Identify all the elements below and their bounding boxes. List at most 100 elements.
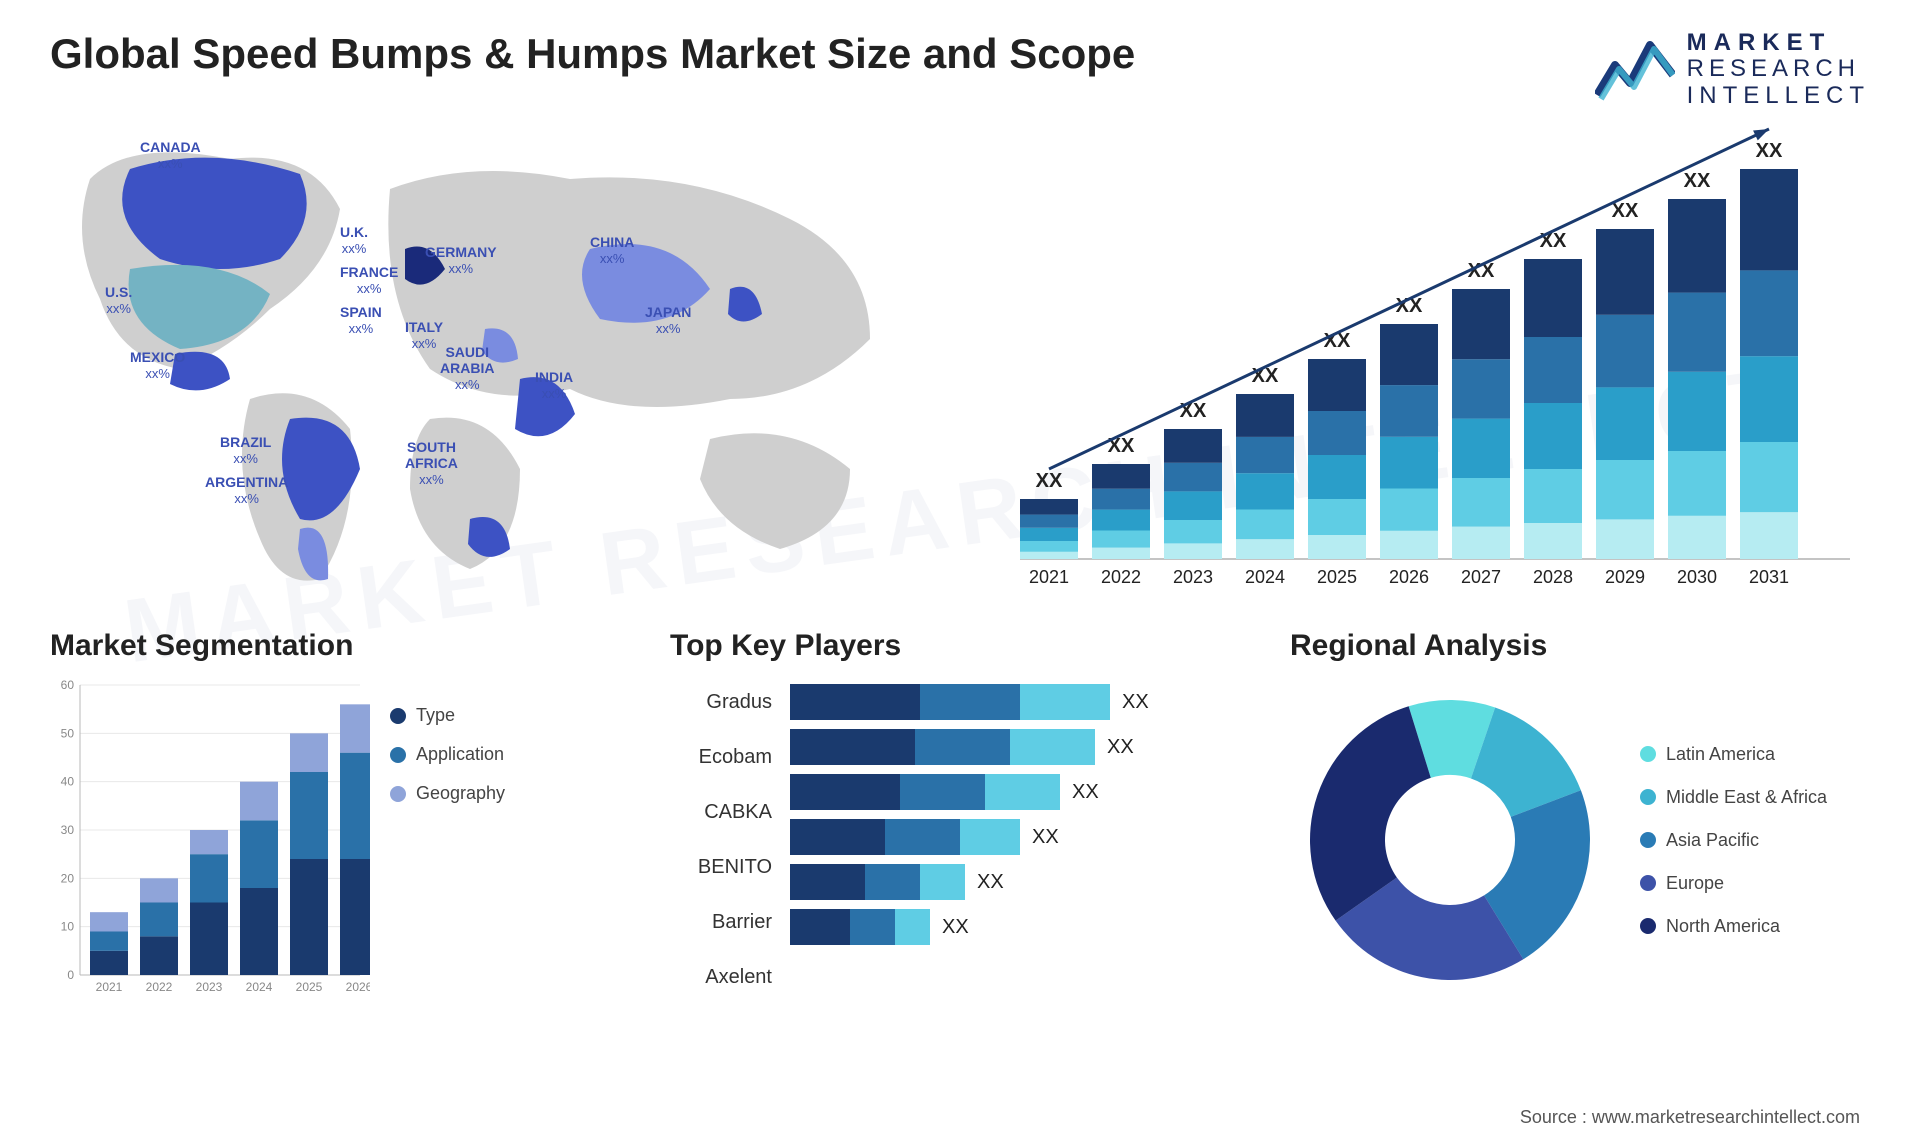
legend-label: Latin America bbox=[1666, 744, 1775, 765]
legend-label: Asia Pacific bbox=[1666, 830, 1759, 851]
page-title: Global Speed Bumps & Humps Market Size a… bbox=[50, 30, 1135, 78]
svg-text:2024: 2024 bbox=[1245, 567, 1285, 587]
map-label: JAPANxx% bbox=[645, 304, 691, 337]
legend-dot bbox=[1640, 832, 1656, 848]
svg-text:XX: XX bbox=[1684, 170, 1711, 192]
players-bars: XXXXXXXXXXXX bbox=[790, 675, 1250, 1005]
legend-item: Application bbox=[390, 744, 630, 765]
svg-text:XX: XX bbox=[1612, 200, 1639, 222]
legend-label: North America bbox=[1666, 916, 1780, 937]
player-bar-segment bbox=[920, 684, 1020, 720]
svg-text:50: 50 bbox=[61, 727, 75, 741]
svg-text:0: 0 bbox=[67, 968, 74, 982]
player-value: XX bbox=[942, 916, 969, 939]
players-panel: Top Key Players GradusEcobamCABKABENITOB… bbox=[670, 629, 1250, 1049]
svg-text:2024: 2024 bbox=[246, 980, 273, 994]
player-name: Axelent bbox=[670, 966, 780, 989]
players-title: Top Key Players bbox=[670, 629, 1250, 663]
player-bar-segment bbox=[900, 774, 985, 810]
map-label: SOUTHAFRICAxx% bbox=[405, 439, 458, 488]
player-value: XX bbox=[977, 871, 1004, 894]
map-label: ARGENTINAxx% bbox=[205, 474, 288, 507]
svg-text:XX: XX bbox=[1756, 140, 1783, 162]
svg-text:XX: XX bbox=[1540, 230, 1567, 252]
svg-text:2021: 2021 bbox=[96, 980, 123, 994]
svg-text:2022: 2022 bbox=[1101, 567, 1141, 587]
svg-text:2025: 2025 bbox=[296, 980, 323, 994]
player-bar-segment bbox=[885, 819, 960, 855]
legend-label: Geography bbox=[416, 783, 505, 804]
svg-text:2026: 2026 bbox=[346, 980, 370, 994]
legend-label: Type bbox=[416, 705, 455, 726]
map-label: FRANCExx% bbox=[340, 264, 398, 297]
player-bar-segment bbox=[865, 864, 920, 900]
player-row: XX bbox=[790, 819, 1250, 855]
player-name: Ecobam bbox=[670, 746, 780, 769]
player-name: Gradus bbox=[670, 691, 780, 714]
segmentation-title: Market Segmentation bbox=[50, 629, 630, 663]
map-label: U.K.xx% bbox=[340, 224, 368, 257]
player-name: Barrier bbox=[670, 911, 780, 934]
regional-panel: Regional Analysis Latin America Middle Ea… bbox=[1290, 629, 1870, 1049]
segmentation-chart: 0102030405060202120222023202420252026 bbox=[50, 675, 370, 1005]
svg-text:2027: 2027 bbox=[1461, 567, 1501, 587]
header: Global Speed Bumps & Humps Market Size a… bbox=[50, 30, 1870, 109]
map-label: U.S.xx% bbox=[105, 284, 132, 317]
player-bar-segment bbox=[915, 729, 1010, 765]
player-bar-segment bbox=[790, 729, 915, 765]
svg-text:2023: 2023 bbox=[196, 980, 223, 994]
legend-label: Europe bbox=[1666, 873, 1724, 894]
legend-dot bbox=[390, 708, 406, 724]
growth-chart-panel: XX2021XX2022XX2023XX2024XX2025XX2026XX20… bbox=[990, 119, 1870, 599]
player-bar-segment bbox=[790, 864, 865, 900]
svg-text:2025: 2025 bbox=[1317, 567, 1357, 587]
map-label: ITALYxx% bbox=[405, 319, 443, 352]
segmentation-legend: Type Application Geography bbox=[390, 675, 630, 1005]
player-row: XX bbox=[790, 864, 1250, 900]
player-bar-segment bbox=[790, 909, 850, 945]
logo-line-3: INTELLECT bbox=[1687, 83, 1870, 109]
svg-text:2029: 2029 bbox=[1605, 567, 1645, 587]
svg-text:2023: 2023 bbox=[1173, 567, 1213, 587]
legend-dot bbox=[1640, 918, 1656, 934]
svg-text:2022: 2022 bbox=[146, 980, 173, 994]
legend-item: Asia Pacific bbox=[1640, 830, 1870, 851]
svg-text:2031: 2031 bbox=[1749, 567, 1789, 587]
logo-line-1: MARKET bbox=[1687, 30, 1870, 56]
player-value: XX bbox=[1122, 691, 1149, 714]
legend-label: Middle East & Africa bbox=[1666, 787, 1827, 808]
player-row: XX bbox=[790, 774, 1250, 810]
logo-icon bbox=[1595, 35, 1675, 105]
player-bar-segment bbox=[790, 819, 885, 855]
map-label: SPAINxx% bbox=[340, 304, 382, 337]
source-text: Source : www.marketresearchintellect.com bbox=[1520, 1107, 1860, 1128]
legend-label: Application bbox=[416, 744, 504, 765]
svg-text:60: 60 bbox=[61, 678, 75, 692]
brand-logo: MARKET RESEARCH INTELLECT bbox=[1595, 30, 1870, 109]
svg-text:2021: 2021 bbox=[1029, 567, 1069, 587]
regional-legend: Latin America Middle East & Africa Asia Pa… bbox=[1640, 744, 1870, 937]
player-bar-segment bbox=[1010, 729, 1095, 765]
svg-text:XX: XX bbox=[1180, 400, 1207, 422]
player-bar-segment bbox=[985, 774, 1060, 810]
legend-item: Europe bbox=[1640, 873, 1870, 894]
svg-text:30: 30 bbox=[61, 823, 75, 837]
world-map-panel: CANADAxx%U.S.xx%MEXICOxx%BRAZILxx%ARGENT… bbox=[50, 119, 950, 599]
legend-dot bbox=[1640, 746, 1656, 762]
map-label: INDIAxx% bbox=[535, 369, 573, 402]
player-row: XX bbox=[790, 909, 1250, 945]
regional-title: Regional Analysis bbox=[1290, 629, 1870, 663]
legend-dot bbox=[1640, 875, 1656, 891]
legend-dot bbox=[1640, 789, 1656, 805]
svg-text:20: 20 bbox=[61, 872, 75, 886]
logo-line-2: RESEARCH bbox=[1687, 56, 1870, 82]
player-bar-segment bbox=[790, 684, 920, 720]
svg-text:XX: XX bbox=[1036, 470, 1063, 492]
player-row: XX bbox=[790, 684, 1250, 720]
map-label: SAUDIARABIAxx% bbox=[440, 344, 494, 393]
player-bar-segment bbox=[960, 819, 1020, 855]
svg-text:2030: 2030 bbox=[1677, 567, 1717, 587]
legend-item: Type bbox=[390, 705, 630, 726]
map-label: GERMANYxx% bbox=[425, 244, 497, 277]
map-label: BRAZILxx% bbox=[220, 434, 271, 467]
